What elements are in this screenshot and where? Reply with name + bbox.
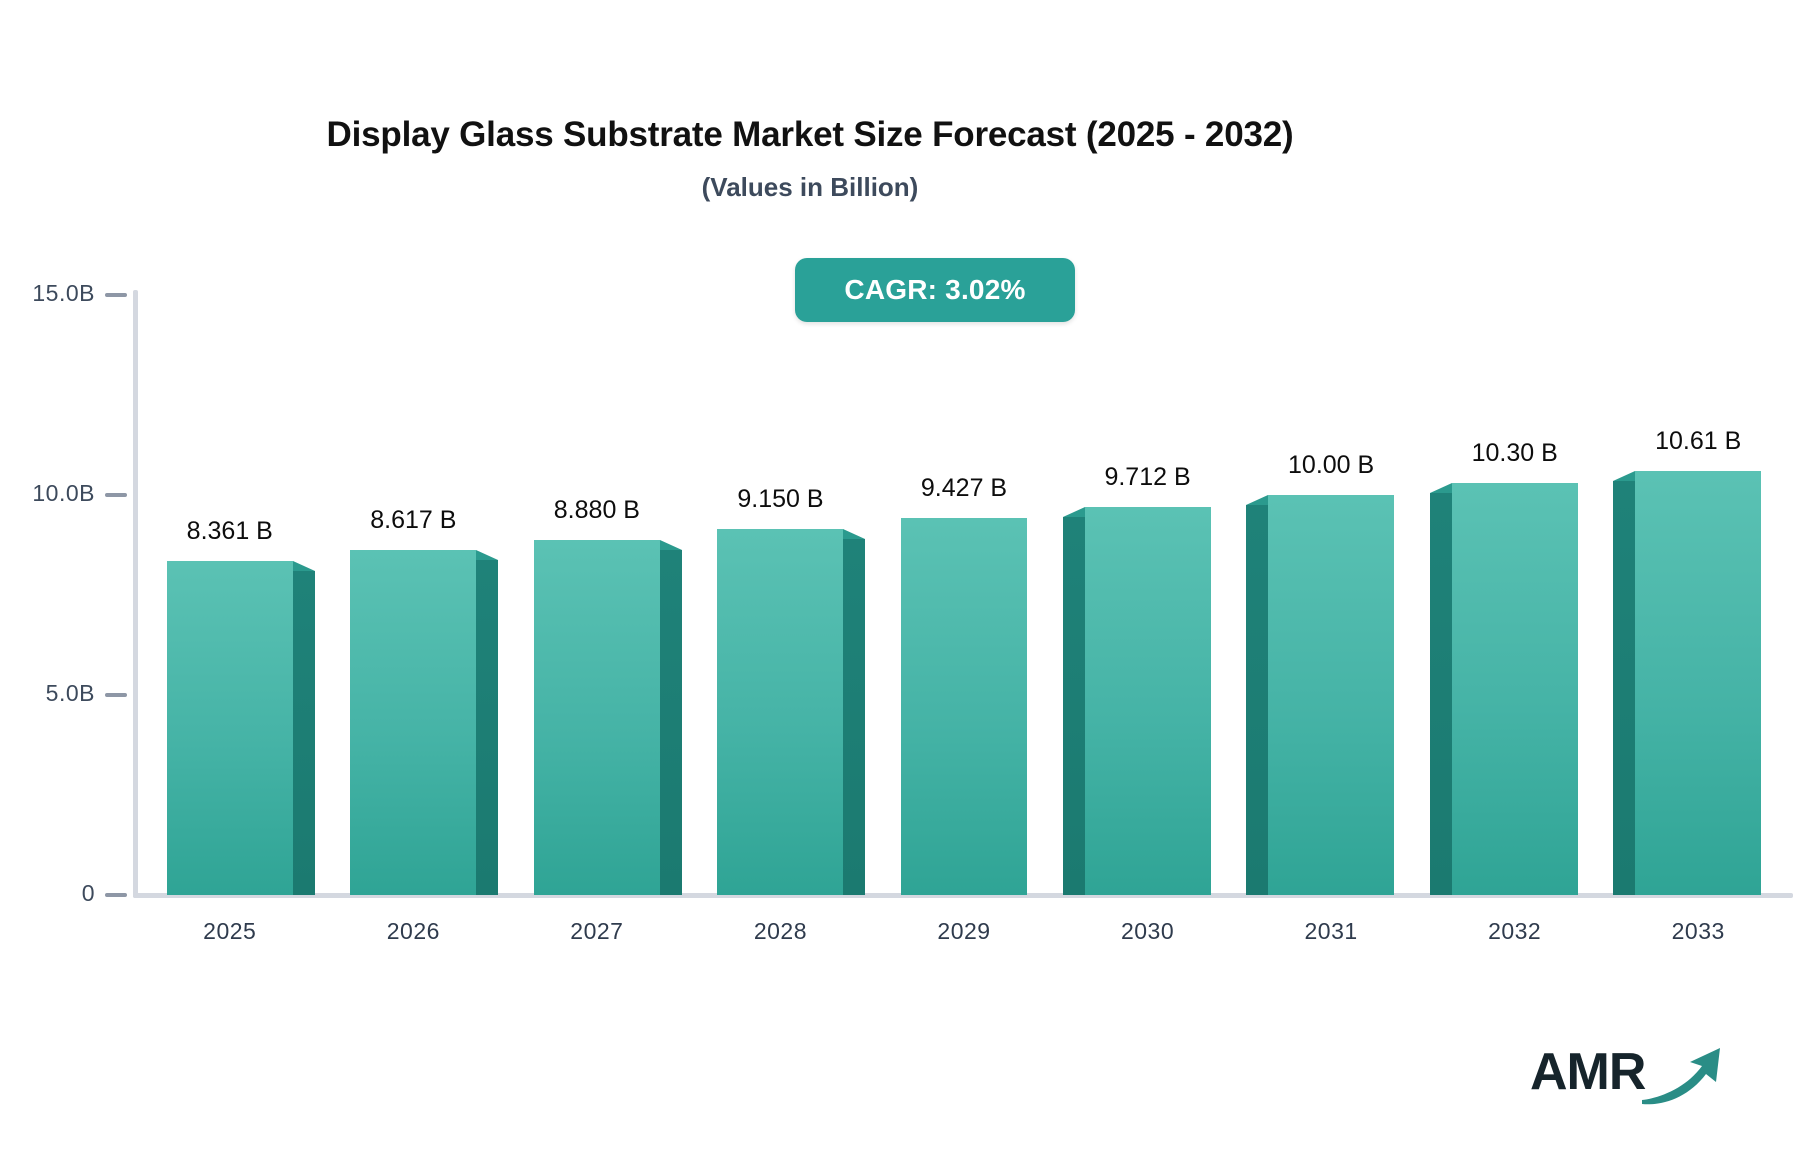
amr-logo: AMR <box>1530 1040 1720 1112</box>
bar-side-face <box>1246 505 1269 895</box>
x-axis-label: 2033 <box>1671 918 1725 944</box>
x-axis-label: 2027 <box>570 918 624 944</box>
bar <box>1246 495 1395 895</box>
x-axis-line <box>133 893 1793 898</box>
bar-top-bevel <box>1613 470 1636 481</box>
bar-front-face <box>1268 495 1395 895</box>
bar-top-bevel <box>1429 483 1452 493</box>
bar-side-face <box>1429 493 1452 895</box>
bar-value-label: 8.880 B <box>553 495 640 524</box>
bar-value-label: 9.427 B <box>920 473 1008 502</box>
x-axis-label: 2031 <box>1304 918 1358 944</box>
bar <box>1613 470 1762 895</box>
bar-side-face <box>659 549 682 895</box>
bar-value-label: 10.00 B <box>1288 451 1375 479</box>
bar-front-face <box>533 539 660 895</box>
x-axis-label: 2030 <box>1120 918 1175 944</box>
bar-side-face <box>1062 516 1085 895</box>
y-tick-mark <box>105 693 127 697</box>
bar-top-bevel <box>659 539 682 550</box>
x-axis-label: 2032 <box>1488 918 1542 944</box>
growth-arrow-icon <box>1642 1048 1720 1105</box>
x-axis-label: 2026 <box>386 918 440 944</box>
bar-front-face <box>350 550 477 895</box>
cagr-badge: CAGR: 3.02% <box>795 258 1075 322</box>
y-tick-label: 10.0B <box>32 480 95 506</box>
bar-front-face <box>901 517 1027 895</box>
bar-front-face <box>1084 506 1211 895</box>
bar-top-bevel <box>843 529 866 539</box>
bar-top-bevel <box>476 550 499 561</box>
bar <box>350 550 499 895</box>
bar <box>717 529 866 895</box>
amr-logo-text: AMR <box>1530 1043 1646 1101</box>
y-tick-label: 15.0B <box>32 280 95 306</box>
bar <box>1429 483 1578 895</box>
y-tick-label: 5.0B <box>45 680 95 706</box>
bar-front-face <box>1635 470 1762 895</box>
bar-side-face <box>1613 480 1636 895</box>
bar-value-label: 8.617 B <box>370 506 457 535</box>
bar <box>533 539 682 895</box>
bar-value-label: 10.61 B <box>1655 426 1742 455</box>
chart-subtitle: (Values in Billion) <box>701 172 919 202</box>
x-axis-label: 2025 <box>203 918 257 944</box>
bar-value-label: 9.150 B <box>737 485 824 513</box>
y-axis-line <box>133 290 138 898</box>
chart-title: Display Glass Substrate Market Size Fore… <box>326 115 1294 154</box>
bar-front-face <box>166 560 293 895</box>
bar-value-label: 8.361 B <box>186 516 273 545</box>
bar <box>166 560 315 895</box>
bar-side-face <box>843 539 866 895</box>
y-tick-label: 0 <box>81 880 95 906</box>
y-tick-mark <box>105 493 127 497</box>
bar-front-face <box>1451 483 1578 895</box>
bar-front-face <box>717 529 844 895</box>
y-tick-mark <box>105 893 127 897</box>
bar-value-label: 9.712 B <box>1104 462 1191 491</box>
bar-side-face <box>476 560 499 895</box>
cagr-badge-label: CAGR: 3.02% <box>844 274 1026 305</box>
bar-side-face <box>292 570 315 895</box>
bar-top-bevel <box>292 560 315 571</box>
bar-value-label: 10.30 B <box>1471 439 1558 467</box>
y-tick-mark <box>105 293 127 297</box>
bar-top-bevel <box>1246 495 1269 505</box>
x-axis-label: 2029 <box>937 918 991 944</box>
bar-top-bevel <box>1062 506 1085 517</box>
x-axis-label: 2028 <box>753 918 808 944</box>
bar <box>1062 506 1211 895</box>
bar <box>901 517 1027 895</box>
